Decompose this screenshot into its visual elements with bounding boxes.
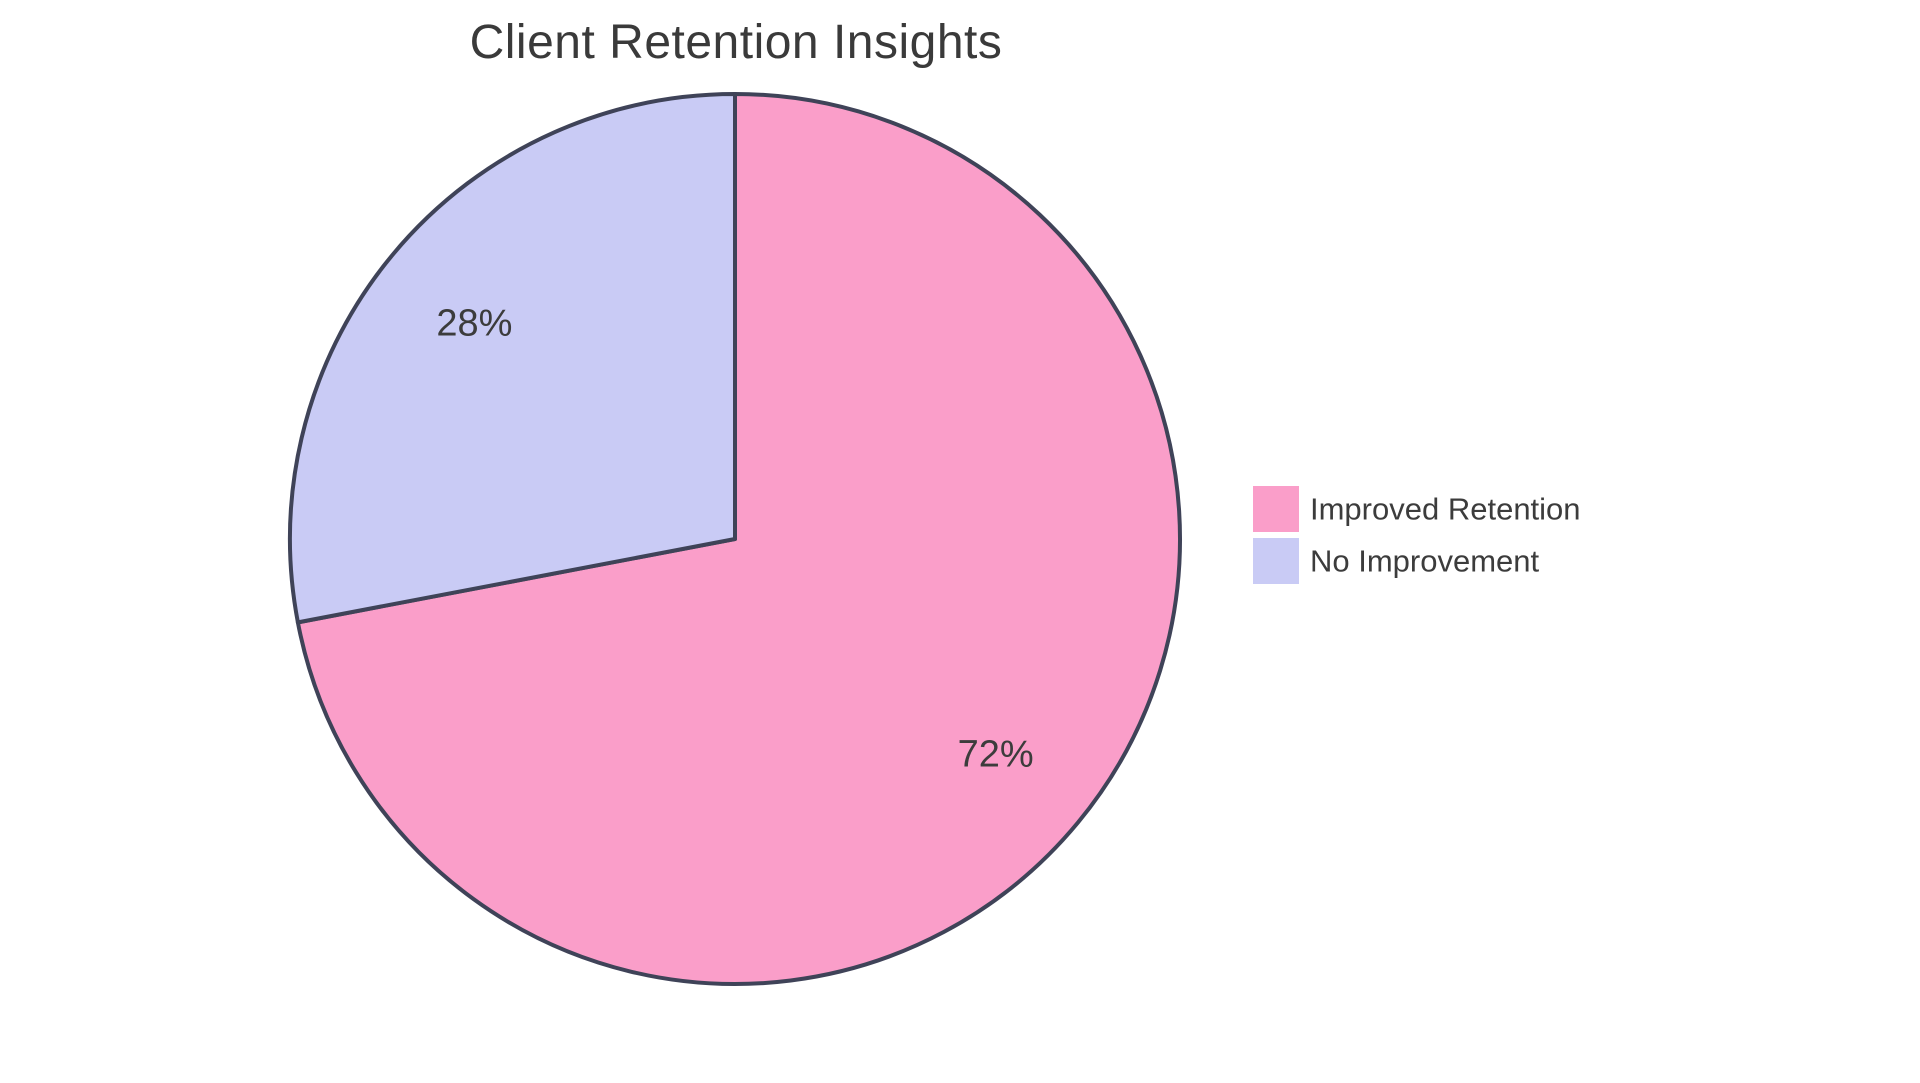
legend: Improved Retention No Improvement	[1253, 486, 1581, 584]
pie-slice-improved-retention[interactable]	[295, 92, 1182, 986]
legend-swatch-improved-retention[interactable]	[1253, 486, 1299, 532]
chart-title: Client Retention Insights	[470, 16, 1003, 69]
legend-label-improved-retention[interactable]: Improved Retention	[1310, 492, 1581, 527]
slice-percent-label-no-improvement: 28%	[436, 302, 512, 344]
legend-item-no-improvement[interactable]: No Improvement	[1253, 538, 1540, 584]
slice-percent-label-improved-retention: 72%	[958, 734, 1034, 776]
legend-label-no-improvement[interactable]: No Improvement	[1310, 544, 1540, 579]
legend-item-improved-retention[interactable]: Improved Retention	[1253, 486, 1581, 532]
legend-swatch-no-improvement[interactable]	[1253, 538, 1299, 584]
pie: 72% 28%	[288, 92, 1182, 986]
pie-slice-no-improvement[interactable]	[288, 92, 737, 625]
